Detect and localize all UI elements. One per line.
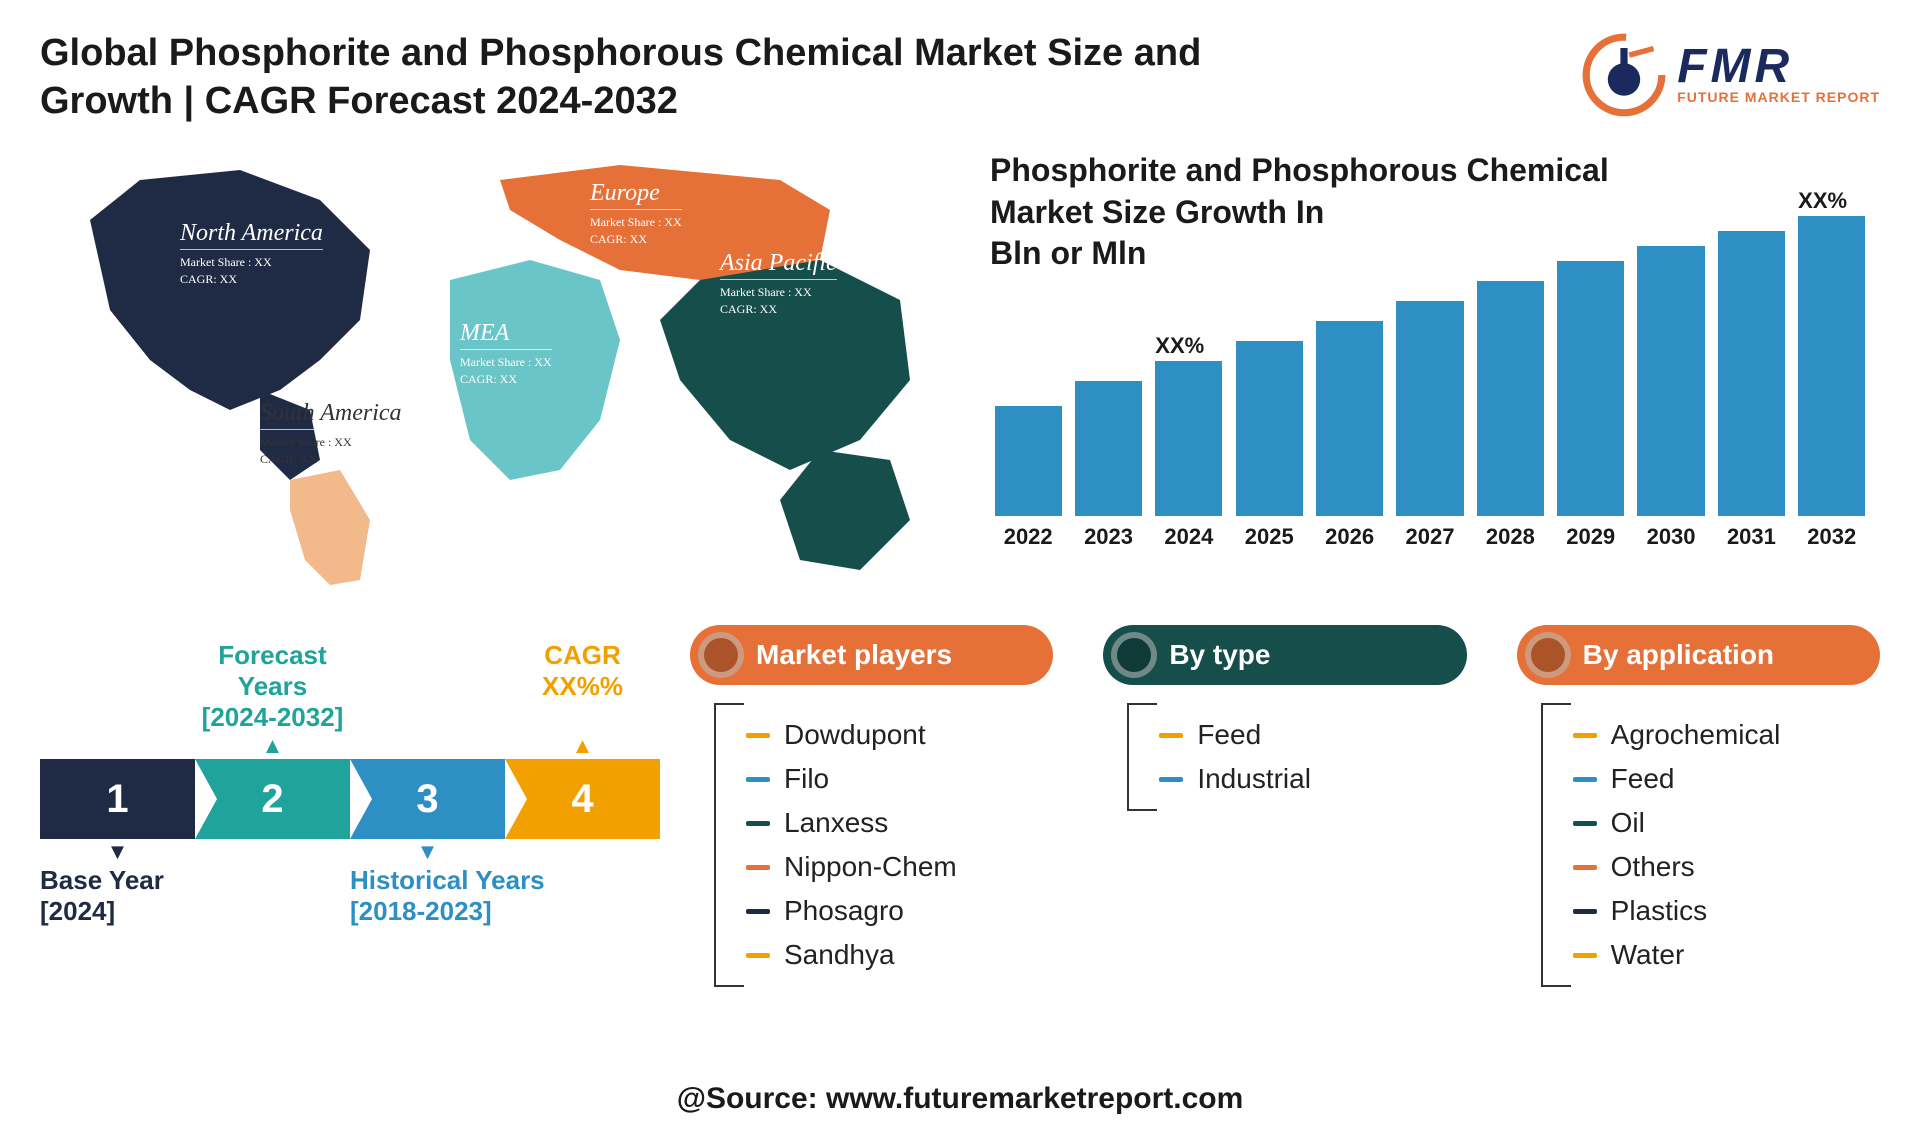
- bar-2031: 2031: [1713, 231, 1789, 550]
- category-header: Market players: [690, 625, 1053, 685]
- timeline-seg-2: 2: [195, 759, 350, 839]
- timeline-bar: 1 2 3 4: [40, 759, 660, 839]
- category-item: Feed: [1159, 713, 1466, 757]
- cagr-label: CAGRXX%%: [505, 640, 660, 733]
- base-year-label: Base Year[2024]: [40, 865, 350, 927]
- region-na: North AmericaMarket Share : XXCAGR: XX: [180, 220, 323, 288]
- region-sa: South AmericaMarket Share : XXCAGR: XX: [260, 400, 402, 468]
- bar-2026: 2026: [1311, 321, 1387, 550]
- category-item: Agrochemical: [1573, 713, 1880, 757]
- categories-row: Market players DowdupontFiloLanxessNippon…: [690, 625, 1880, 987]
- category-item: Dowdupont: [746, 713, 1053, 757]
- category-item: Lanxess: [746, 801, 1053, 845]
- bar-2023: 2023: [1070, 381, 1146, 550]
- page-title: Global Phosphorite and Phosphorous Chemi…: [40, 30, 1240, 125]
- timeline-seg-4: 4: [505, 759, 660, 839]
- timeline: Forecast Years[2024-2032] CAGRXX%% ▲ ▲ 1…: [40, 640, 660, 927]
- world-map: North AmericaMarket Share : XXCAGR: XX So…: [60, 160, 940, 590]
- forecast-label: Forecast Years[2024-2032]: [195, 640, 350, 733]
- category-col-1: By type FeedIndustrial: [1103, 625, 1466, 987]
- fmr-logo-icon: [1579, 30, 1669, 120]
- logo: FMR FUTURE MARKET REPORT: [1579, 30, 1880, 120]
- bar-2027: 2027: [1392, 301, 1468, 550]
- category-item: Plastics: [1573, 889, 1880, 933]
- category-header: By type: [1103, 625, 1466, 685]
- category-item: Sandhya: [746, 933, 1053, 977]
- bar-2024: XX%2024: [1151, 361, 1227, 550]
- bar-2022: 2022: [990, 406, 1066, 550]
- region-ap: Asia PacificMarket Share : XXCAGR: XX: [720, 250, 837, 318]
- growth-chart: Phosphorite and Phosphorous Chemical Mar…: [990, 150, 1870, 590]
- region-mea: MEAMarket Share : XXCAGR: XX: [460, 320, 552, 388]
- category-col-2: By application AgrochemicalFeedOilOthersP…: [1517, 625, 1880, 987]
- bar-2025: 2025: [1231, 341, 1307, 550]
- bar-2030: 2030: [1633, 246, 1709, 550]
- header: Global Phosphorite and Phosphorous Chemi…: [40, 30, 1880, 125]
- category-item: Others: [1573, 845, 1880, 889]
- category-item: Nippon-Chem: [746, 845, 1053, 889]
- category-item: Filo: [746, 757, 1053, 801]
- logo-sub-text: FUTURE MARKET REPORT: [1677, 89, 1880, 105]
- timeline-seg-1: 1: [40, 759, 195, 839]
- category-col-0: Market players DowdupontFiloLanxessNippon…: [690, 625, 1053, 987]
- category-header: By application: [1517, 625, 1880, 685]
- timeline-seg-3: 3: [350, 759, 505, 839]
- chart-title-l2: Market Size Growth In: [990, 194, 1324, 230]
- category-item: Feed: [1573, 757, 1880, 801]
- category-item: Phosagro: [746, 889, 1053, 933]
- chart-title-l1: Phosphorite and Phosphorous Chemical: [990, 152, 1609, 188]
- logo-main-text: FMR: [1677, 45, 1880, 88]
- category-item: Water: [1573, 933, 1880, 977]
- category-item: Oil: [1573, 801, 1880, 845]
- bar-2032: XX%2032: [1794, 216, 1870, 550]
- region-eu: EuropeMarket Share : XXCAGR: XX: [590, 180, 682, 248]
- historical-label: Historical Years[2018-2023]: [350, 865, 660, 927]
- source-line: @Source: www.futuremarketreport.com: [0, 1082, 1920, 1116]
- bar-container: 20222023XX%20242025202620272028202920302…: [990, 250, 1870, 550]
- bar-2028: 2028: [1472, 281, 1548, 550]
- category-item: Industrial: [1159, 757, 1466, 801]
- bar-2029: 2029: [1553, 261, 1629, 550]
